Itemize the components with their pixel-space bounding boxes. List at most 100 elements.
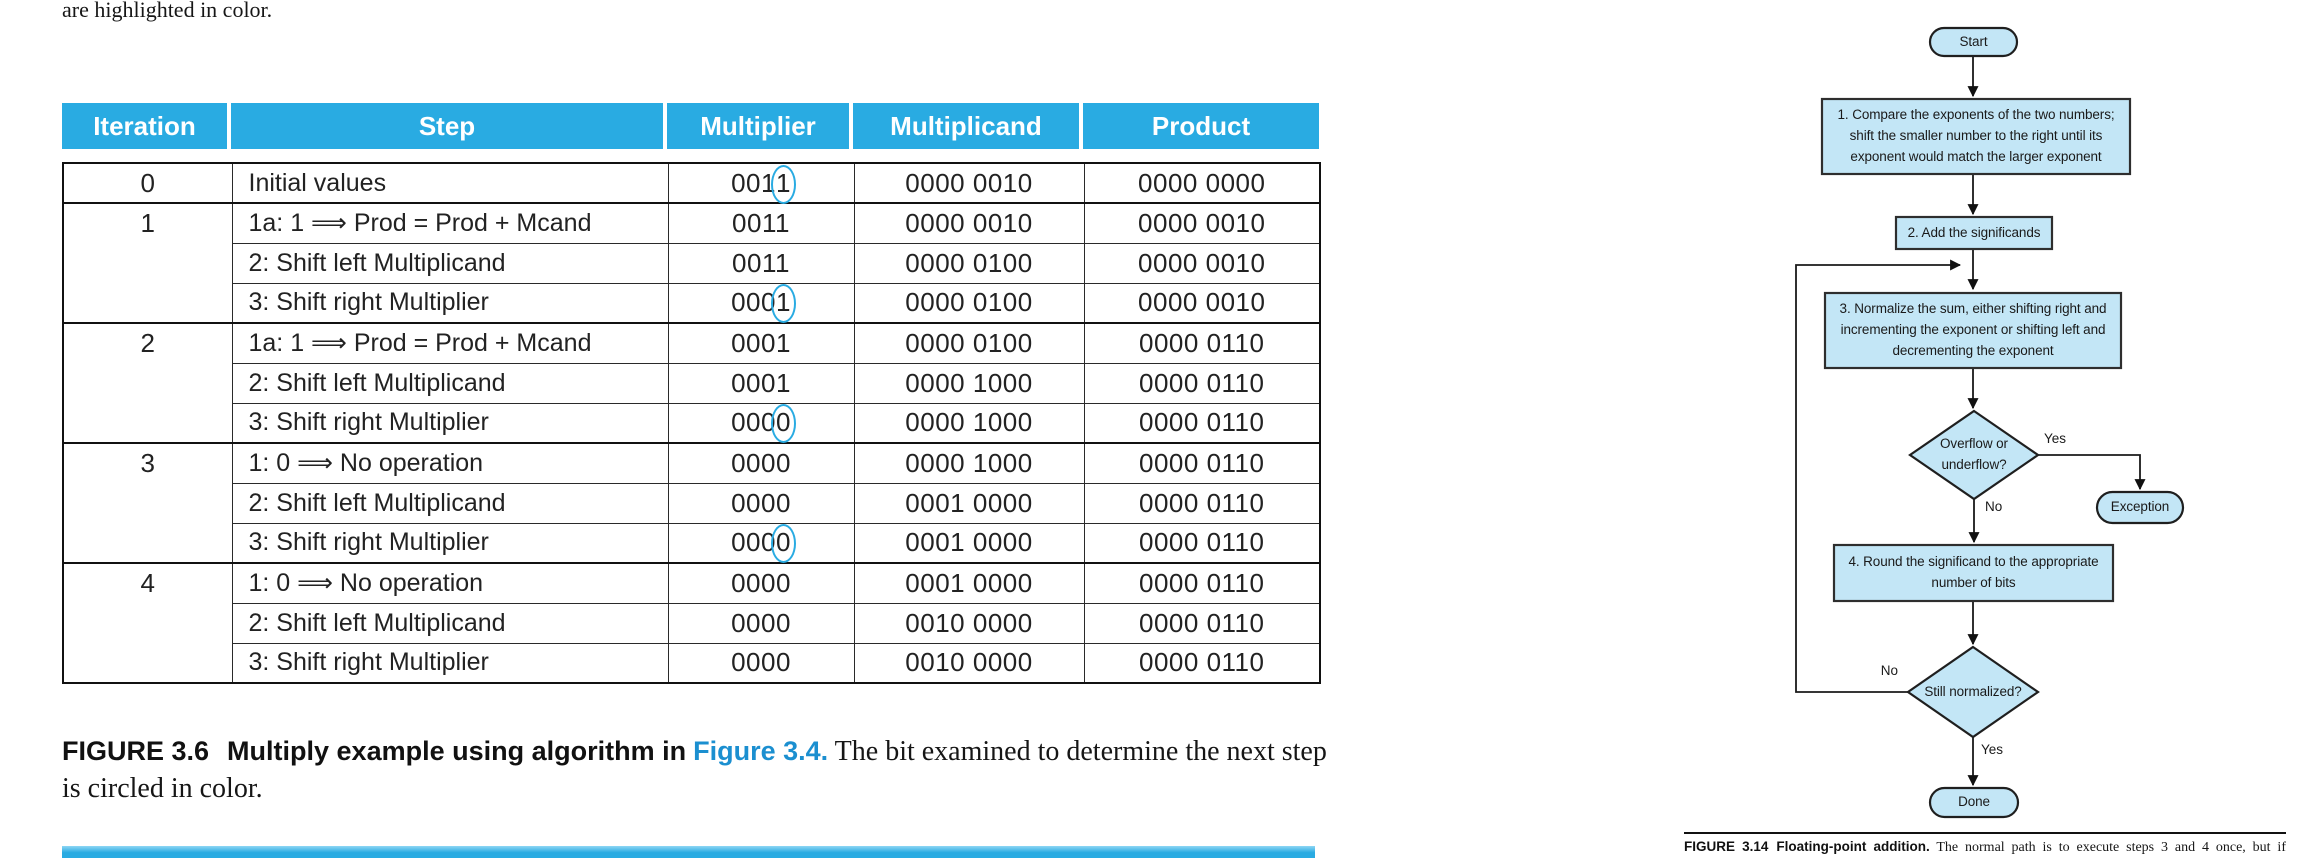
multiplicand-cell: 0000 1000 [853,442,1085,484]
product-cell: 0000 0110 [1083,402,1321,444]
table-body: 0 Initial values 0011 0000 0010 0000 0000 1 1a… [62,162,1321,684]
decision2-yes-label: Yes [1981,742,2004,757]
multiplier-cell: 0000 [667,522,855,564]
multiplicand-cell: 0000 0100 [853,322,1085,364]
table-row: 2: Shift left Multiplicand 0011 0000 0100 0… [63,242,1321,284]
column-header-multiplier: Multiplier [667,103,853,149]
step-cell: 1: 0 ⟹ No operation [231,442,669,484]
iteration-cell: 0 [62,162,233,204]
multiply-example-table: 0 Initial values 0011 0000 0010 0000 0000 1 1a… [62,162,1321,684]
table-row: 0 Initial values 0011 0000 0010 0000 0000 [62,162,1321,204]
column-header-product: Product [1083,103,1319,149]
multiplicand-cell: 0000 0010 [853,202,1085,244]
multiplier-cell: 0000 [667,642,855,684]
multiplier-cell: 0000 [667,482,855,524]
flow-step1-text: 1. Compare the exponents of the two numb… [1837,107,2115,164]
figure-3-6-caption: FIGURE 3.6 Multiply example using algorit… [62,733,1352,807]
iteration-cell: 2 [62,322,233,444]
figure-3-14-title: Floating-point addition. [1776,839,1930,854]
multiplier-cell: 0001 [667,322,855,364]
multiplier-cell: 0011 [667,242,855,284]
circled-bit: 0 [770,404,796,444]
multiplicand-cell: 0000 1000 [853,402,1085,444]
multiplicand-cell: 0000 1000 [853,362,1085,404]
table-row: 4 1: 0 ⟹ No operation 0000 0001 0000 0000 01… [62,562,1321,684]
product-cell: 0000 0110 [1083,642,1321,684]
product-cell: 0000 0000 [1083,162,1321,204]
multiplier-cell: 0000 [667,402,855,444]
step-cell: 1: 0 ⟹ No operation [231,562,669,604]
caption-rule [1684,832,2286,834]
flow-step4-text: 4. Round the significand to the appropri… [1848,554,2099,590]
step-cell: 2: Shift left Multiplicand [231,362,669,404]
flow-step3-text: 3. Normalize the sum, either shifting ri… [1839,301,2107,358]
product-cell: 0000 0110 [1083,322,1321,364]
figure-3-6-description: The bit examined to determine the next s… [62,736,1327,804]
multiplier-cell: 0000 [667,442,855,484]
multiplicand-cell: 0010 0000 [853,602,1085,644]
multiplier-cell: 0001 [667,282,855,324]
product-cell: 0000 0110 [1083,522,1321,564]
multiplicand-cell: 0000 0100 [853,242,1085,284]
step-cell: Initial values [231,162,669,204]
table-row: 2 1a: 1 ⟹ Prod = Prod + Mcand 0001 0000 010… [62,322,1321,444]
table-row: 2: Shift left Multiplicand 0000 0010 0000 0… [63,602,1321,644]
multiplicand-cell: 0001 0000 [853,562,1085,604]
table-row: 3: Shift right Multiplier 0001 0000 0100 00… [63,282,1321,324]
figure-3-6-label: FIGURE 3.6 [62,736,210,766]
start-node-label: Start [1959,33,1988,49]
decision1-text: Overflow or underflow? [1940,436,2008,472]
product-cell: 0000 0010 [1083,202,1321,244]
step-cell: 3: Shift right Multiplier [231,642,669,684]
exception-node-label: Exception [2110,499,2170,515]
product-cell: 0000 0110 [1083,562,1321,604]
table-row: 2: Shift left Multiplicand 0001 0000 1000 0… [63,362,1321,404]
product-cell: 0000 0010 [1083,282,1321,324]
multiplier-cell: 0001 [667,362,855,404]
iteration-cell: 1 [62,202,233,324]
decision1-yes-label: Yes [2044,431,2067,446]
table-row: 2: Shift left Multiplicand 0000 0001 0000 0… [63,482,1321,524]
table-row: 1 1a: 1 ⟹ Prod = Prod + Mcand 0011 0000 001… [62,202,1321,324]
step-cell: 3: Shift right Multiplier [231,402,669,444]
figure-3-14-caption: FIGURE 3.14 Floating-point addition. The … [1684,824,2286,858]
step-cell: 3: Shift right Multiplier [231,522,669,564]
multiplicand-cell: 0000 0010 [853,162,1085,204]
flow-step2-text: 2. Add the significands [1907,224,2041,240]
iteration-cell: 4 [62,562,233,684]
figure-3-14-label: FIGURE 3.14 [1684,839,1769,854]
figure-3-14-description-line1: The normal path is to execute steps 3 an… [1936,840,2286,855]
circled-bit: 1 [770,284,796,324]
figure-3-6-title: Multiply example using algorithm in [227,736,687,766]
circled-bit: 1 [770,164,796,204]
step-cell: 1a: 1 ⟹ Prod = Prod + Mcand [231,202,669,244]
multiplicand-cell: 0001 0000 [853,482,1085,524]
step-cell: 2: Shift left Multiplicand [231,482,669,524]
multiplier-cell: 0011 [667,162,855,204]
product-cell: 0000 0110 [1083,602,1321,644]
product-cell: 0000 0110 [1083,442,1321,484]
step-cell: 1a: 1 ⟹ Prod = Prod + Mcand [231,322,669,364]
product-cell: 0000 0110 [1083,482,1321,524]
multiplier-cell: 0011 [667,202,855,244]
step-cell: 2: Shift left Multiplicand [231,242,669,284]
multiply-table-header: Iteration Step Multiplier Multiplicand P… [62,103,1319,149]
decision2-text: Still normalized? [1924,683,2022,699]
figure-3-4-link[interactable]: Figure 3.4. [693,736,829,766]
multiplicand-cell: 0000 0100 [853,282,1085,324]
done-node-label: Done [1958,794,1990,810]
table-row: 3: Shift right Multiplier 0000 0000 1000 00… [63,402,1321,444]
iteration-cell: 3 [62,442,233,564]
multiplicand-cell: 0010 0000 [853,642,1085,684]
table-row: 3 1: 0 ⟹ No operation 0000 0000 1000 0000 01… [62,442,1321,564]
edge-yes-to-exception [2038,454,2146,491]
previous-caption-fragment: are highlighted in color. [62,0,273,22]
decision2-no-label: No [1880,663,1898,678]
multiplier-cell: 0000 [667,562,855,604]
column-header-iteration: Iteration [62,103,231,149]
multiplier-cell: 0000 [667,602,855,644]
step-cell: 2: Shift left Multiplicand [231,602,669,644]
circled-bit: 0 [770,524,796,564]
multiplicand-cell: 0001 0000 [853,522,1085,564]
